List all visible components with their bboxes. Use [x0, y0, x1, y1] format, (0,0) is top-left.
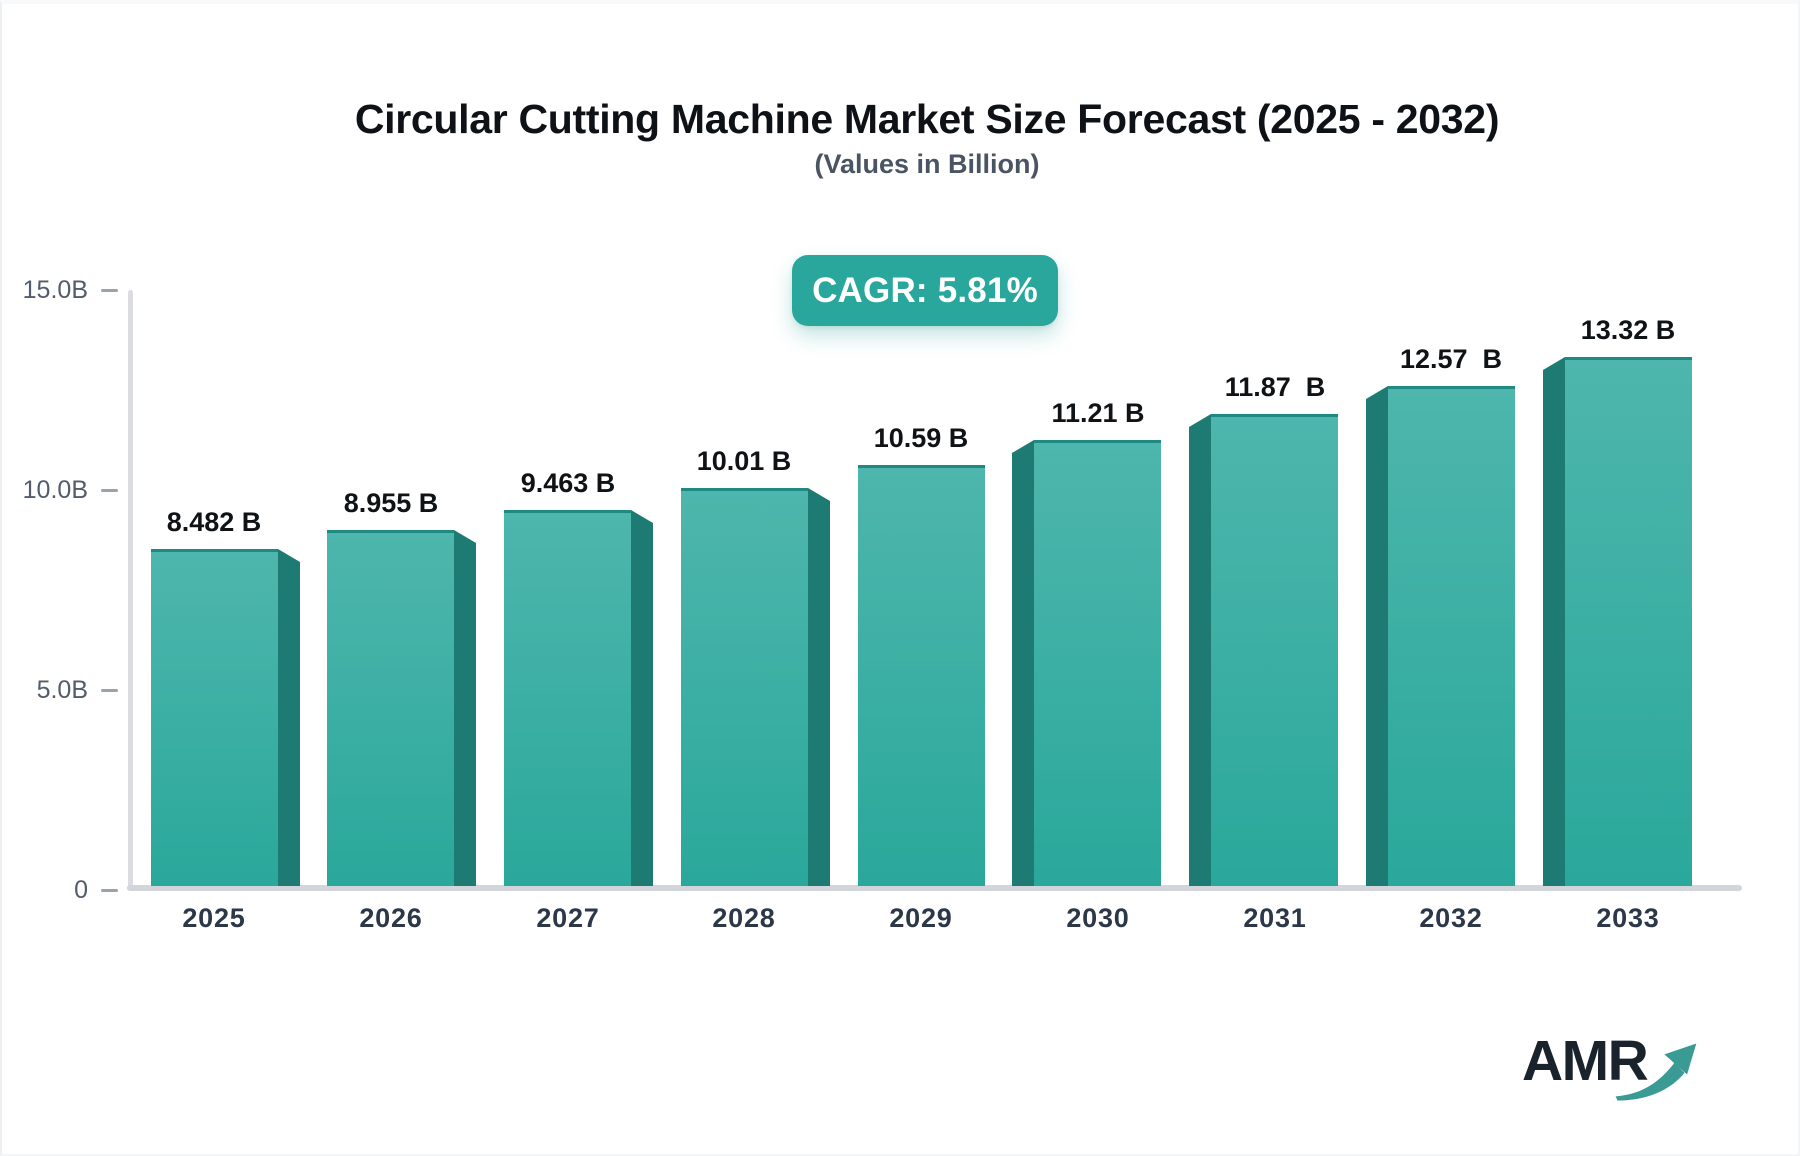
x-axis-label-2032: 2032 [1419, 903, 1483, 933]
y-axis-tick-label: 5.0B [36, 676, 88, 704]
bar-value-label: 8.482 B [166, 507, 262, 537]
y-axis-tick-mark [101, 489, 118, 492]
x-axis-label-2025: 2025 [182, 903, 246, 933]
bar-2030 [1034, 440, 1161, 886]
bar-3d-side [808, 488, 830, 886]
bar-3d-side [1189, 414, 1211, 886]
bar-2027 [504, 510, 631, 886]
y-axis-line [128, 290, 133, 891]
x-axis-label-2030: 2030 [1066, 903, 1130, 933]
trend-up-arrow-icon [1615, 1043, 1697, 1101]
bar-value-label: 8.955 B [343, 488, 439, 518]
x-axis-label-2031: 2031 [1243, 903, 1307, 933]
bar-3d-side [454, 530, 476, 886]
bar-2026 [327, 530, 454, 886]
bar-value-label: 13.32 B [1580, 315, 1676, 345]
bar-2029 [858, 465, 985, 886]
bar-2025 [151, 549, 278, 886]
x-axis-label-2029: 2029 [889, 903, 953, 933]
x-axis-label-2033: 2033 [1596, 903, 1660, 933]
bar-value-label: 10.01 B [696, 446, 792, 476]
cagr-badge: CAGR: 5.81% [792, 255, 1058, 326]
bar-2032 [1388, 386, 1515, 886]
y-axis-tick-label: 15.0B [22, 276, 88, 304]
bar-value-label: 10.59 B [873, 423, 969, 453]
bar-value-label: 9.463 B [520, 468, 616, 498]
y-axis-tick-mark [101, 689, 118, 692]
y-axis-tick-label: 10.0B [22, 476, 88, 504]
bar-value-label: 12.57 B [1399, 344, 1503, 374]
amr-logo: AMR [1522, 1028, 1722, 1108]
bar-3d-side [631, 510, 653, 886]
x-axis-label-2026: 2026 [359, 903, 423, 933]
bar-3d-side [278, 549, 300, 886]
x-axis-label-2027: 2027 [536, 903, 600, 933]
x-axis-label-2028: 2028 [712, 903, 776, 933]
bar-3d-side [1366, 386, 1388, 886]
bar-2033 [1565, 357, 1692, 886]
bar-3d-side [1543, 357, 1565, 886]
bar-2028 [681, 488, 808, 886]
bar-value-label: 11.87 B [1224, 372, 1326, 402]
cagr-badge-label: CAGR: 5.81% [812, 270, 1038, 310]
y-axis-tick-mark [101, 889, 118, 892]
y-axis-tick-label: 0 [74, 876, 88, 904]
bar-value-label: 11.21 B [1051, 398, 1145, 428]
chart-title: Circular Cutting Machine Market Size For… [354, 96, 1500, 142]
x-axis-line [127, 885, 1742, 891]
amr-logo-text: AMR [1522, 1029, 1649, 1093]
y-axis-tick-mark [101, 289, 118, 292]
bar-2031 [1211, 414, 1338, 886]
bar-3d-side [1012, 440, 1034, 886]
chart-subtitle: (Values in Billion) [814, 149, 1040, 179]
